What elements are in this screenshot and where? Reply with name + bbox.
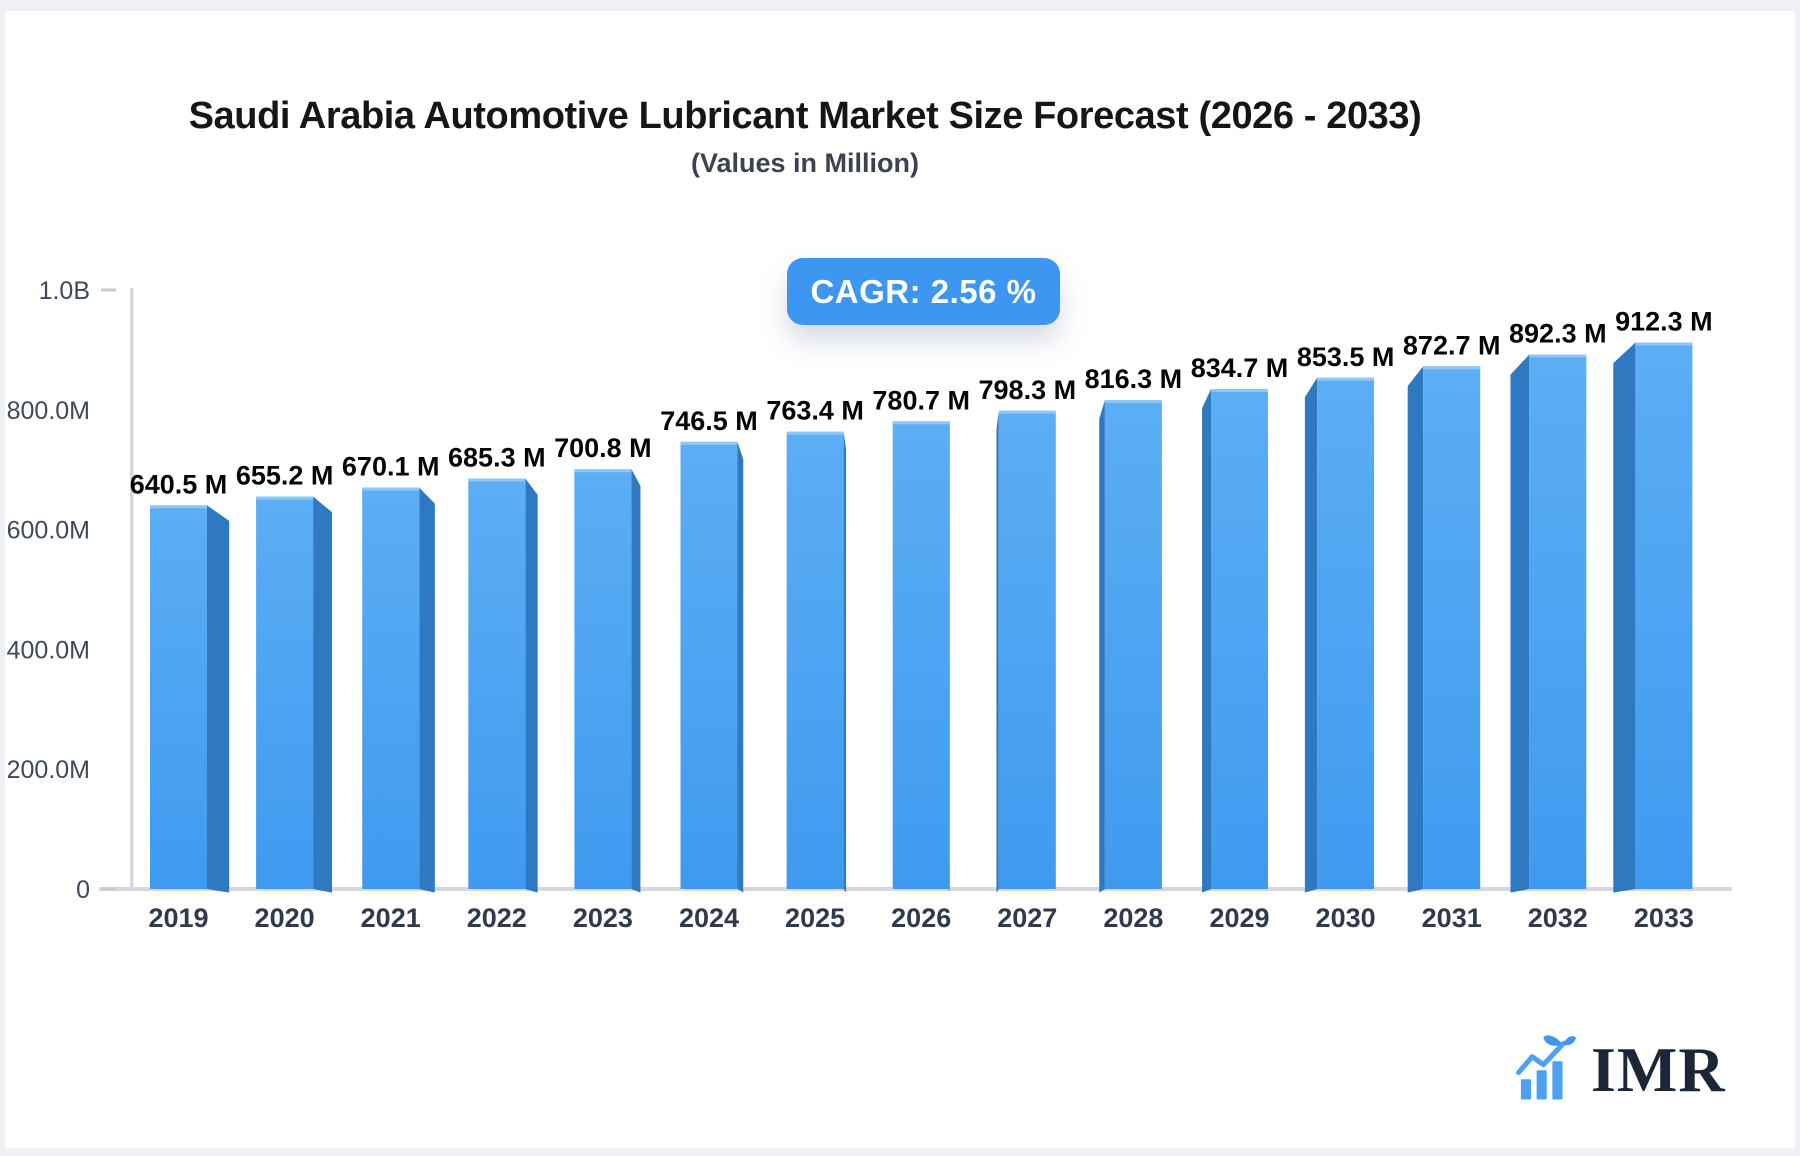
leaf-icon: [1543, 1035, 1563, 1046]
bar-2021: [362, 487, 420, 889]
bar-2020: [256, 496, 314, 889]
x-axis-label: 2023: [573, 903, 633, 933]
bar-2027: [998, 410, 1056, 889]
bar-value-label: 780.7 M: [872, 385, 970, 415]
x-axis-label: 2031: [1422, 903, 1482, 933]
bar-2019: [150, 505, 207, 889]
bar-top-edge: [1423, 366, 1481, 370]
bar-2032: [1529, 354, 1587, 889]
bar-top-edge: [1104, 400, 1162, 404]
x-axis-label: 2022: [467, 903, 527, 933]
x-axis-label: 2026: [891, 903, 951, 933]
bar-side: [996, 410, 999, 893]
bar-top-edge: [786, 431, 844, 435]
bar-side: [313, 496, 333, 893]
bar-value-label: 912.3 M: [1615, 307, 1713, 337]
bar-value-label: 816.3 M: [1085, 364, 1183, 394]
bar-side: [1510, 354, 1530, 893]
bar-value-label: 700.8 M: [554, 433, 652, 463]
x-axis-label: 2032: [1528, 903, 1588, 933]
bar-2030: [1317, 377, 1375, 889]
imr-logo-icon: [1516, 1035, 1576, 1100]
x-axis-label: 2024: [679, 903, 739, 933]
y-axis-line: [130, 288, 134, 891]
bar-value-label: 853.5 M: [1297, 342, 1395, 372]
y-axis-tick: [101, 887, 116, 891]
bar-value-label: 670.1 M: [342, 452, 440, 482]
bar-value-label: 746.5 M: [660, 406, 758, 436]
y-axis-label: 600.0M: [7, 517, 90, 545]
bar-side: [1202, 389, 1211, 893]
bar-2028: [1104, 400, 1162, 889]
y-axis-label: 800.0M: [7, 397, 90, 425]
x-axis-label: 2020: [255, 903, 315, 933]
bar-top-edge: [468, 478, 526, 482]
leaf-icon: [1563, 1036, 1576, 1046]
imr-logo: IMR: [1513, 1028, 1726, 1108]
bar-top-edge: [1317, 377, 1375, 381]
bar-side: [843, 431, 847, 893]
y-axis-label: 0: [76, 876, 90, 904]
x-axis-label: 2027: [997, 903, 1057, 933]
bar-value-label: 685.3 M: [448, 443, 546, 473]
bar-side: [1304, 377, 1318, 893]
bar-value-label: 834.7 M: [1191, 353, 1289, 383]
x-axis-label: 2033: [1634, 903, 1694, 933]
bar-side: [1407, 366, 1424, 893]
x-axis-label: 2029: [1209, 903, 1269, 933]
x-axis-label: 2028: [1103, 903, 1163, 933]
bar-value-label: 872.7 M: [1403, 330, 1501, 360]
bar-value-label: 798.3 M: [979, 375, 1077, 405]
bar-side: [737, 441, 744, 893]
bar-top-edge: [680, 441, 738, 445]
bar-2031: [1423, 366, 1481, 889]
chart-title: Saudi Arabia Automotive Lubricant Market…: [188, 95, 1422, 137]
bar-top-edge: [256, 496, 314, 500]
chart-subtitle: (Values in Million): [690, 148, 920, 178]
bar-side: [525, 478, 538, 893]
bar-top-edge: [362, 487, 420, 491]
bar-side: [1613, 342, 1636, 893]
bar-top-edge: [1635, 342, 1693, 346]
x-axis-label: 2030: [1316, 903, 1376, 933]
bar-top-edge: [1211, 389, 1268, 393]
bar-value-label: 892.3 M: [1509, 319, 1607, 349]
bar-2029: [1211, 389, 1268, 889]
bar-side: [1099, 400, 1105, 893]
y-axis-label: 1.0B: [39, 277, 90, 305]
x-axis-label: 2025: [785, 903, 845, 933]
x-axis-label: 2021: [361, 903, 421, 933]
bar-2033: [1635, 342, 1693, 889]
bar-value-label: 640.5 M: [130, 469, 228, 499]
bar-2026: [892, 421, 950, 889]
bar-top-edge: [574, 469, 632, 473]
bar-value-label: 655.2 M: [236, 461, 334, 491]
imr-logo-text: IMR: [1591, 1034, 1726, 1105]
bar-top-edge: [150, 505, 207, 509]
y-axis-label: 400.0M: [7, 636, 90, 664]
bar-value-label: 763.4 M: [766, 396, 864, 426]
y-axis-label: 200.0M: [7, 756, 90, 784]
x-axis-label: 2019: [148, 903, 208, 933]
bar-2024: [680, 441, 738, 889]
bar-side: [631, 469, 641, 893]
cagr-badge: CAGR: 2.56 %: [787, 258, 1060, 325]
bar-2023: [574, 469, 632, 889]
y-axis-tick: [101, 288, 116, 292]
bar-top-edge: [998, 410, 1056, 414]
bar-top-edge: [1529, 354, 1587, 358]
bar-top-edge: [892, 421, 950, 425]
bar-2022: [468, 478, 526, 889]
bar-side: [207, 505, 230, 893]
bar-side: [419, 487, 435, 893]
cagr-badge-label: CAGR: 2.56 %: [810, 272, 1037, 310]
bar-2025: [786, 431, 844, 889]
